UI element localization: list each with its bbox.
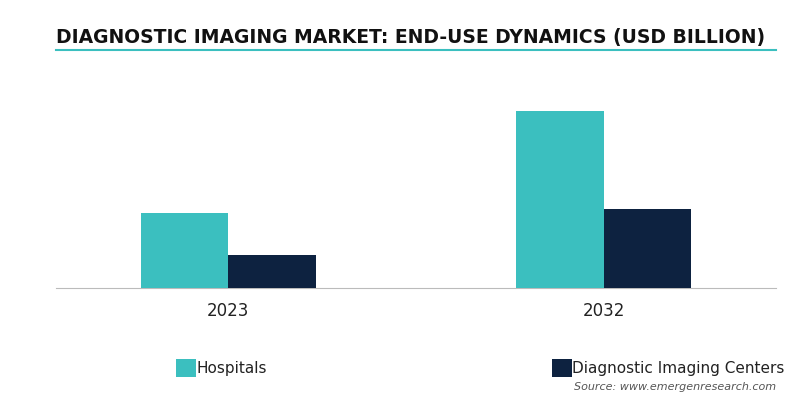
Bar <box>141 213 228 288</box>
Text: Source: www.emergenresearch.com: Source: www.emergenresearch.com <box>574 382 776 392</box>
Text: Hospitals: Hospitals <box>196 360 266 376</box>
Bar <box>604 209 691 288</box>
Text: DIAGNOSTIC IMAGING MARKET: END-USE DYNAMICS (USD BILLION): DIAGNOSTIC IMAGING MARKET: END-USE DYNAM… <box>56 28 765 47</box>
Bar <box>516 111 604 288</box>
Text: Diagnostic Imaging Centers: Diagnostic Imaging Centers <box>572 360 784 376</box>
Bar <box>228 255 316 288</box>
